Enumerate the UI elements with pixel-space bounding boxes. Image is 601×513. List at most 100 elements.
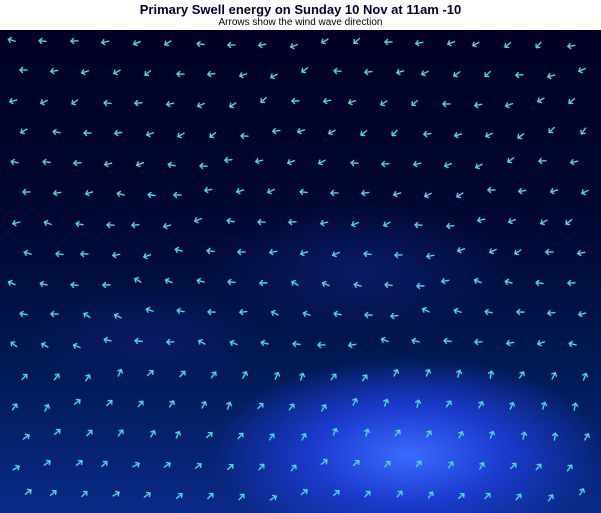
wind-arrow	[536, 155, 549, 168]
wind-arrow	[471, 158, 487, 174]
wind-arrow	[513, 70, 526, 83]
wind-arrow	[129, 273, 145, 289]
wind-arrow	[108, 485, 124, 501]
wind-arrow	[109, 65, 125, 81]
wind-arrow	[378, 454, 395, 471]
wind-arrow	[139, 249, 154, 264]
wind-arrow	[112, 127, 126, 141]
wind-arrow	[376, 333, 392, 349]
wind-arrow	[235, 246, 247, 258]
wind-arrow	[111, 364, 127, 380]
wind-arrow	[314, 398, 331, 415]
wind-arrow	[190, 214, 206, 230]
wind-arrow	[200, 426, 217, 443]
wind-arrow	[324, 368, 341, 385]
wind-arrow	[238, 131, 250, 143]
wind-arrow	[132, 158, 147, 173]
wind-arrow	[8, 459, 24, 475]
wind-arrow	[71, 158, 84, 171]
wind-arrow	[389, 188, 404, 203]
wind-arrow	[39, 217, 54, 232]
wind-arrow	[205, 307, 217, 319]
wind-arrow	[485, 244, 501, 260]
wind-arrow	[317, 217, 331, 231]
wind-arrow	[253, 458, 270, 475]
wind-arrow	[16, 308, 30, 322]
wind-arrow	[392, 66, 407, 81]
wind-arrow	[16, 124, 32, 140]
wind-arrow	[575, 307, 590, 322]
wind-arrow	[502, 153, 519, 170]
wind-arrow	[513, 366, 530, 383]
wind-arrow	[296, 483, 313, 500]
wind-arrow	[193, 98, 209, 114]
wind-arrow	[283, 398, 300, 415]
wind-arrow	[510, 487, 527, 504]
wind-arrow	[224, 98, 241, 115]
wind-arrow	[564, 40, 578, 54]
wind-arrow	[382, 37, 394, 49]
swell-map	[0, 30, 601, 513]
wind-arrow	[565, 338, 579, 352]
wind-arrow	[326, 423, 342, 439]
wind-arrow	[164, 159, 178, 173]
wind-arrow	[286, 276, 302, 292]
wind-arrow	[132, 335, 145, 348]
wind-arrow	[263, 427, 280, 444]
wind-arrow	[19, 483, 36, 500]
wind-arrow	[544, 307, 557, 320]
wind-arrow	[269, 125, 282, 138]
wind-arrow	[443, 220, 456, 233]
wind-arrow	[221, 457, 238, 474]
wind-arrow	[387, 363, 403, 379]
wind-arrow	[266, 69, 282, 85]
wind-arrow	[543, 247, 555, 259]
wind-arrow	[69, 393, 86, 410]
wind-arrow	[359, 188, 373, 202]
wind-arrow	[109, 309, 125, 325]
wind-arrow	[141, 304, 156, 319]
wind-arrow	[298, 307, 313, 322]
wind-arrow	[204, 128, 221, 145]
wind-arrow	[231, 427, 248, 444]
wind-arrow	[347, 454, 364, 471]
wind-arrow	[266, 246, 280, 260]
wind-arrow	[356, 369, 373, 386]
wind-arrow	[49, 126, 63, 140]
wind-arrow	[530, 458, 547, 475]
wind-arrow	[543, 69, 558, 84]
wind-arrow	[505, 214, 521, 230]
wind-arrow	[16, 367, 33, 384]
wind-arrow	[164, 336, 177, 349]
wind-arrow	[347, 158, 360, 171]
wind-arrow	[20, 247, 35, 262]
wind-arrow	[423, 250, 437, 264]
wind-arrow	[541, 488, 558, 505]
wind-arrow	[196, 160, 209, 173]
wind-arrow	[100, 97, 113, 110]
wind-arrow	[577, 185, 593, 201]
wind-arrow	[472, 337, 485, 350]
wind-arrow	[171, 190, 183, 202]
wind-arrow	[297, 63, 314, 80]
wind-arrow	[48, 309, 60, 321]
wind-arrow	[294, 368, 309, 383]
wind-arrow	[451, 365, 466, 380]
wind-arrow	[68, 339, 84, 355]
wind-arrow	[327, 483, 344, 500]
wind-arrow	[78, 65, 93, 80]
chart-title: Primary Swell energy on Sunday 10 Nov at…	[0, 2, 601, 17]
wind-arrow	[414, 281, 426, 293]
wind-arrow	[80, 423, 97, 440]
wind-arrow	[143, 425, 159, 441]
wind-arrow	[112, 424, 129, 441]
wind-arrow	[379, 217, 395, 233]
wind-arrow	[501, 276, 516, 291]
wind-arrow	[173, 305, 187, 319]
wind-arrow	[574, 247, 588, 261]
wind-arrow	[375, 96, 391, 112]
wind-arrow	[202, 487, 219, 504]
wind-arrow	[70, 454, 87, 471]
wind-arrow	[330, 66, 343, 79]
wind-arrow	[533, 93, 549, 109]
